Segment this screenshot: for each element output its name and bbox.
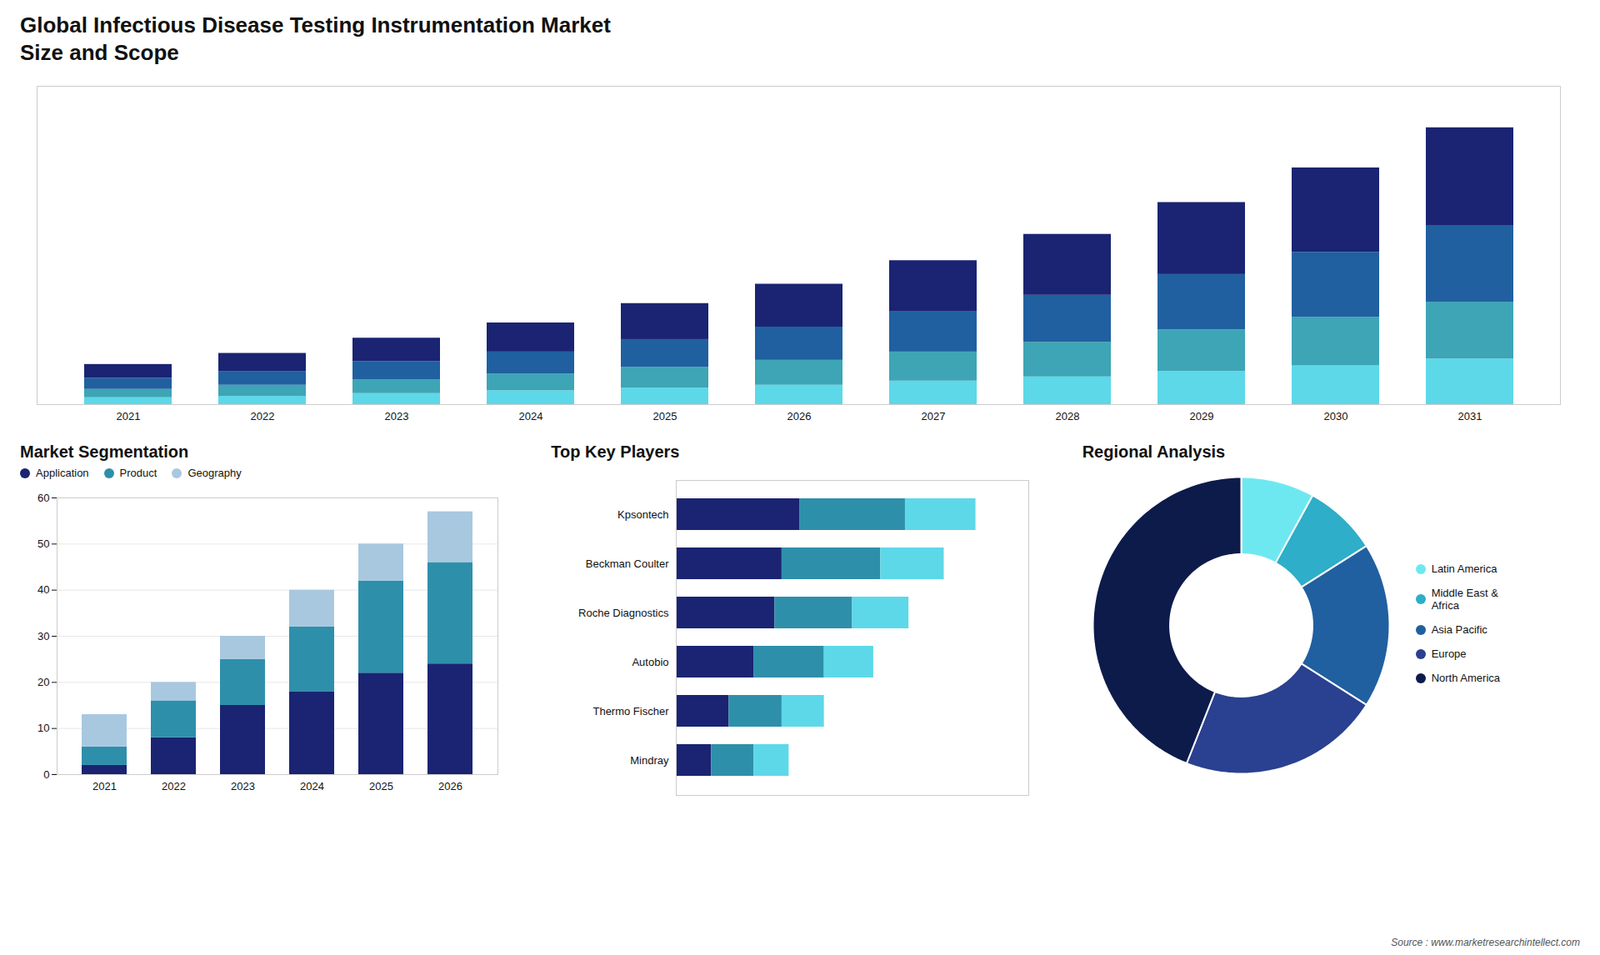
html-text:Source : www.marketresearchint: Source : www.marketresearchintellect.com xyxy=(1391,936,1580,949)
html-text:Europe: Europe xyxy=(1431,647,1467,660)
svg-text:2021: 2021 xyxy=(92,780,117,793)
svg-text:30: 30 xyxy=(37,630,50,643)
html-text:North America: North America xyxy=(1431,671,1500,685)
html-text:Market Segmentation: Market Segmentation xyxy=(20,442,189,461)
svg-text:2023: 2023 xyxy=(385,410,410,423)
svg-text:2029: 2029 xyxy=(1190,410,1215,423)
html-text:Geography: Geography xyxy=(187,466,242,480)
svg-text:2028: 2028 xyxy=(1055,410,1080,423)
svg-text:Roche Diagnostics: Roche Diagnostics xyxy=(578,606,670,620)
svg-text:50: 50 xyxy=(37,537,50,550)
svg-text:2030: 2030 xyxy=(1324,410,1349,423)
svg-text:2025: 2025 xyxy=(369,780,394,793)
svg-text:Mindray: Mindray xyxy=(630,754,670,767)
svg-text:0: 0 xyxy=(43,768,50,781)
svg-text:Thermo Fischer: Thermo Fischer xyxy=(593,705,670,718)
html-text:Global Infectious Disease Test: Global Infectious Disease Testing Instru… xyxy=(20,12,611,38)
html-text:Product: Product xyxy=(119,466,157,480)
svg-text:2024: 2024 xyxy=(519,410,544,423)
svg-text:2026: 2026 xyxy=(438,780,463,793)
svg-text:2024: 2024 xyxy=(300,780,325,793)
svg-text:Autobio: Autobio xyxy=(632,655,670,669)
svg-text:2022: 2022 xyxy=(161,780,186,793)
svg-text:2027: 2027 xyxy=(921,410,946,423)
svg-text:20: 20 xyxy=(37,675,50,689)
svg-text:Beckman Coulter: Beckman Coulter xyxy=(585,557,670,570)
svg-text:2031: 2031 xyxy=(1458,410,1483,423)
html-text:Size and Scope: Size and Scope xyxy=(20,39,179,65)
svg-text:2023: 2023 xyxy=(230,780,255,793)
html-text:Latin America: Latin America xyxy=(1431,562,1497,575)
html-text:Asia Pacific: Asia Pacific xyxy=(1431,623,1488,636)
html-text:Regional Analysis: Regional Analysis xyxy=(1082,442,1226,461)
svg-text:2021: 2021 xyxy=(116,410,141,423)
html-text:Top Key Players: Top Key Players xyxy=(551,442,680,461)
svg-text:2022: 2022 xyxy=(250,410,275,423)
svg-text:40: 40 xyxy=(37,583,50,596)
svg-text:2026: 2026 xyxy=(787,410,812,423)
html-text:Middle East & Africa: Middle East & Africa xyxy=(1431,586,1499,612)
svg-text:10: 10 xyxy=(37,721,50,735)
svg-text:Kpsontech: Kpsontech xyxy=(617,508,669,521)
html-text:Application: Application xyxy=(35,466,89,480)
svg-text:2025: 2025 xyxy=(653,410,678,423)
svg-text:60: 60 xyxy=(37,491,50,505)
